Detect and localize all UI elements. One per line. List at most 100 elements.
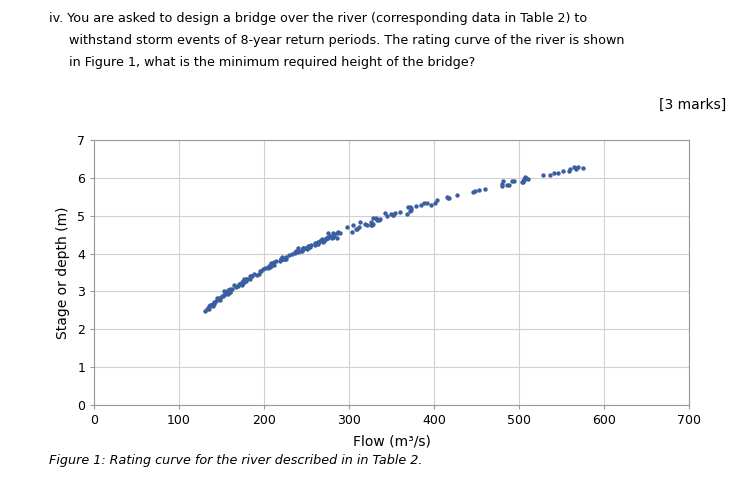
Point	[208, 300, 220, 307]
Point	[498, 177, 510, 185]
Point	[222, 287, 234, 295]
Point	[236, 281, 248, 289]
Point	[358, 220, 370, 228]
Point	[244, 275, 256, 283]
Point	[322, 229, 334, 237]
Point	[253, 270, 265, 277]
Point	[479, 185, 491, 192]
Point	[570, 164, 582, 172]
Point	[288, 248, 300, 256]
Point	[251, 271, 263, 279]
Point	[519, 173, 531, 181]
Point	[254, 267, 266, 275]
Point	[518, 175, 530, 183]
Point	[309, 240, 321, 247]
Point	[248, 270, 261, 278]
Point	[415, 201, 427, 209]
Point	[255, 267, 267, 274]
Point	[295, 247, 307, 255]
Point	[326, 234, 338, 242]
Point	[309, 241, 321, 249]
Point	[501, 181, 513, 189]
Point	[200, 307, 212, 315]
Y-axis label: Stage or depth (m): Stage or depth (m)	[56, 206, 70, 339]
Point	[557, 167, 569, 175]
Text: [3 marks]: [3 marks]	[660, 98, 727, 112]
Point	[304, 244, 316, 251]
Point	[241, 275, 253, 283]
Point	[222, 287, 234, 295]
Point	[299, 245, 311, 252]
Text: iv. You are asked to design a bridge over the river (corresponding data in Table: iv. You are asked to design a bridge ove…	[49, 12, 587, 25]
Point	[240, 277, 252, 285]
Point	[404, 207, 416, 215]
Point	[264, 263, 276, 271]
Point	[204, 301, 216, 309]
Point	[289, 249, 301, 257]
Point	[279, 255, 291, 263]
Point	[244, 272, 256, 279]
Point	[577, 164, 589, 172]
Point	[332, 228, 344, 236]
Point	[274, 257, 286, 265]
Point	[365, 218, 377, 226]
Point	[328, 231, 340, 239]
Point	[431, 196, 443, 204]
Point	[240, 275, 252, 283]
Point	[292, 247, 304, 255]
Point	[291, 248, 303, 256]
Point	[264, 262, 276, 270]
Point	[516, 178, 528, 186]
Point	[421, 199, 433, 207]
Point	[405, 204, 417, 212]
Point	[320, 235, 332, 243]
Point	[517, 176, 529, 184]
Point	[265, 260, 277, 268]
Point	[213, 294, 225, 302]
Point	[319, 237, 331, 245]
Point	[211, 294, 223, 301]
Point	[467, 189, 479, 196]
Point	[203, 305, 215, 313]
Point	[334, 229, 346, 237]
Point	[245, 273, 258, 280]
Point	[232, 282, 244, 290]
Point	[222, 287, 234, 295]
Point	[209, 299, 221, 306]
Point	[570, 165, 582, 173]
Point	[214, 294, 226, 302]
Point	[267, 259, 279, 267]
Point	[520, 174, 532, 182]
Point	[331, 234, 343, 242]
Point	[237, 279, 249, 287]
Point	[389, 209, 401, 217]
Point	[386, 211, 398, 218]
Point	[302, 244, 314, 251]
Point	[208, 299, 220, 307]
Point	[405, 207, 417, 215]
Point	[373, 216, 385, 224]
Point	[354, 218, 366, 226]
Point	[233, 280, 245, 288]
Point	[328, 233, 340, 241]
Point	[331, 229, 343, 237]
Point	[221, 290, 233, 298]
Point	[404, 203, 416, 211]
Point	[224, 288, 236, 296]
Point	[544, 171, 556, 179]
Point	[280, 253, 292, 261]
Point	[212, 295, 224, 303]
Point	[221, 289, 233, 297]
Point	[503, 181, 515, 189]
Point	[303, 243, 315, 250]
Point	[346, 228, 358, 236]
Point	[302, 242, 314, 250]
Point	[202, 304, 214, 312]
Point	[352, 223, 364, 231]
Point	[207, 300, 219, 308]
Point	[444, 194, 456, 202]
Point	[563, 165, 575, 173]
Point	[361, 221, 373, 229]
Point	[289, 247, 301, 255]
Point	[572, 163, 584, 171]
